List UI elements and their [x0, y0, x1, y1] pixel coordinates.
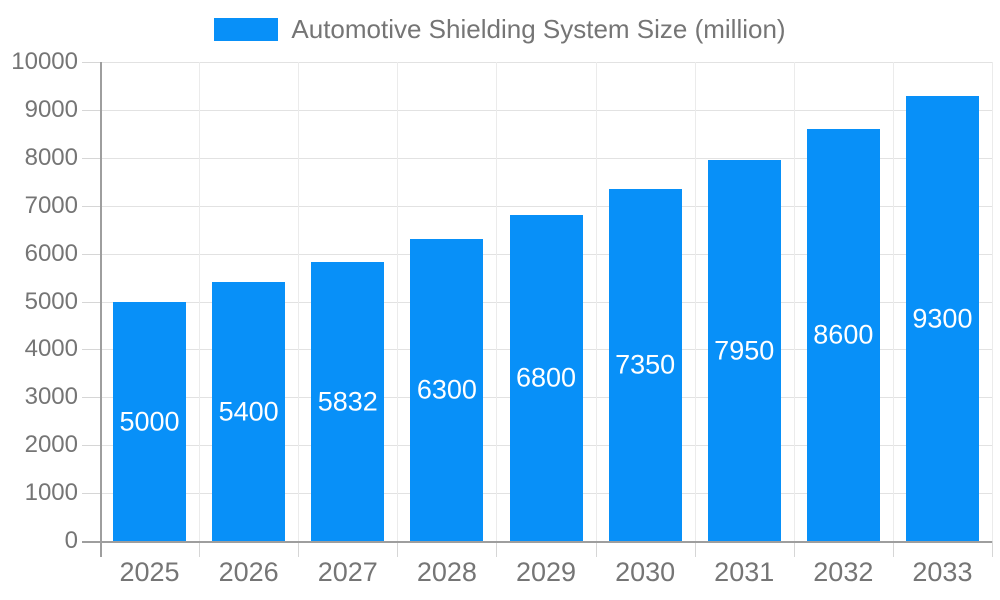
y-axis-label: 0 [64, 527, 78, 554]
x-axis-label: 2029 [515, 557, 577, 587]
bar-value-label: 6800 [515, 362, 577, 393]
bar[interactable] [410, 239, 483, 541]
y-axis-label: 4000 [24, 335, 78, 362]
bar[interactable] [311, 262, 384, 541]
y-gridline [100, 158, 992, 159]
x-gridline [992, 62, 993, 541]
y-axis-label: 6000 [24, 240, 78, 267]
bar-value-label: 7350 [615, 349, 676, 380]
bar-value-label: 5832 [317, 386, 378, 416]
x-axis-label: 2026 [218, 557, 279, 587]
bar-value-label: 6300 [416, 374, 477, 405]
bar[interactable] [609, 189, 682, 541]
y-axis-label: 7000 [24, 192, 78, 219]
bar[interactable] [708, 160, 781, 541]
bar-value-label: 5000 [119, 406, 180, 436]
y-axis-tick [82, 206, 100, 207]
x-gridline [199, 62, 200, 541]
y-axis-label: 9000 [24, 96, 78, 123]
y-axis-tick [82, 302, 100, 303]
bar[interactable] [212, 282, 285, 541]
y-axis-tick [82, 158, 100, 159]
x-gridline [298, 62, 299, 541]
x-axis-label: 2031 [714, 557, 775, 587]
x-axis-tick [794, 541, 795, 557]
x-axis-label: 2028 [416, 557, 477, 587]
bar-value-label: 7950 [714, 335, 775, 365]
x-gridline [794, 62, 795, 541]
legend-item[interactable]: Automotive Shielding System Size (millio… [214, 14, 786, 44]
x-gridline [893, 62, 894, 541]
y-axis-label: 1000 [24, 479, 78, 506]
y-axis-label: 2000 [24, 431, 78, 458]
x-axis-tick [496, 541, 497, 557]
y-axis-label: 5000 [24, 288, 78, 315]
y-axis-label: 10000 [11, 48, 78, 75]
x-axis-label: 2032 [813, 557, 874, 587]
bar-value-label: 9300 [912, 303, 973, 333]
legend: Automotive Shielding System Size (millio… [0, 14, 1000, 44]
x-gridline [695, 62, 696, 541]
x-axis-label: 2027 [317, 557, 378, 587]
y-axis-tick [82, 445, 100, 446]
y-axis-tick [82, 349, 100, 350]
bar[interactable] [113, 302, 186, 541]
x-axis-label: 2030 [615, 557, 676, 587]
bar[interactable] [807, 129, 880, 541]
x-gridline [397, 62, 398, 541]
y-axis-tick [82, 254, 100, 255]
x-axis-line [82, 541, 992, 543]
x-gridline [496, 62, 497, 541]
legend-label: Automotive Shielding System Size (millio… [291, 14, 786, 44]
x-axis-label: 2033 [912, 557, 973, 587]
x-axis-tick [199, 541, 200, 557]
y-axis-label: 8000 [24, 144, 78, 171]
x-axis-tick [298, 541, 299, 557]
bar[interactable] [510, 215, 583, 541]
y-gridline [100, 206, 992, 207]
y-axis-tick [82, 110, 100, 111]
y-axis-line [100, 62, 102, 557]
x-axis-tick [596, 541, 597, 557]
y-axis-tick [82, 493, 100, 494]
y-axis-tick [82, 397, 100, 398]
x-axis-tick [695, 541, 696, 557]
bar-value-label: 5400 [218, 396, 279, 426]
y-axis-tick [82, 62, 100, 63]
x-axis-label: 2025 [119, 557, 180, 587]
x-axis-tick [992, 541, 993, 557]
legend-swatch-icon [214, 17, 279, 41]
x-gridline [596, 62, 597, 541]
y-gridline [100, 62, 992, 63]
y-gridline [100, 110, 992, 111]
bar-value-label: 8600 [813, 319, 874, 350]
x-axis-tick [397, 541, 398, 557]
bar[interactable] [906, 96, 979, 541]
y-axis-label: 3000 [24, 383, 78, 410]
x-axis-tick [893, 541, 894, 557]
